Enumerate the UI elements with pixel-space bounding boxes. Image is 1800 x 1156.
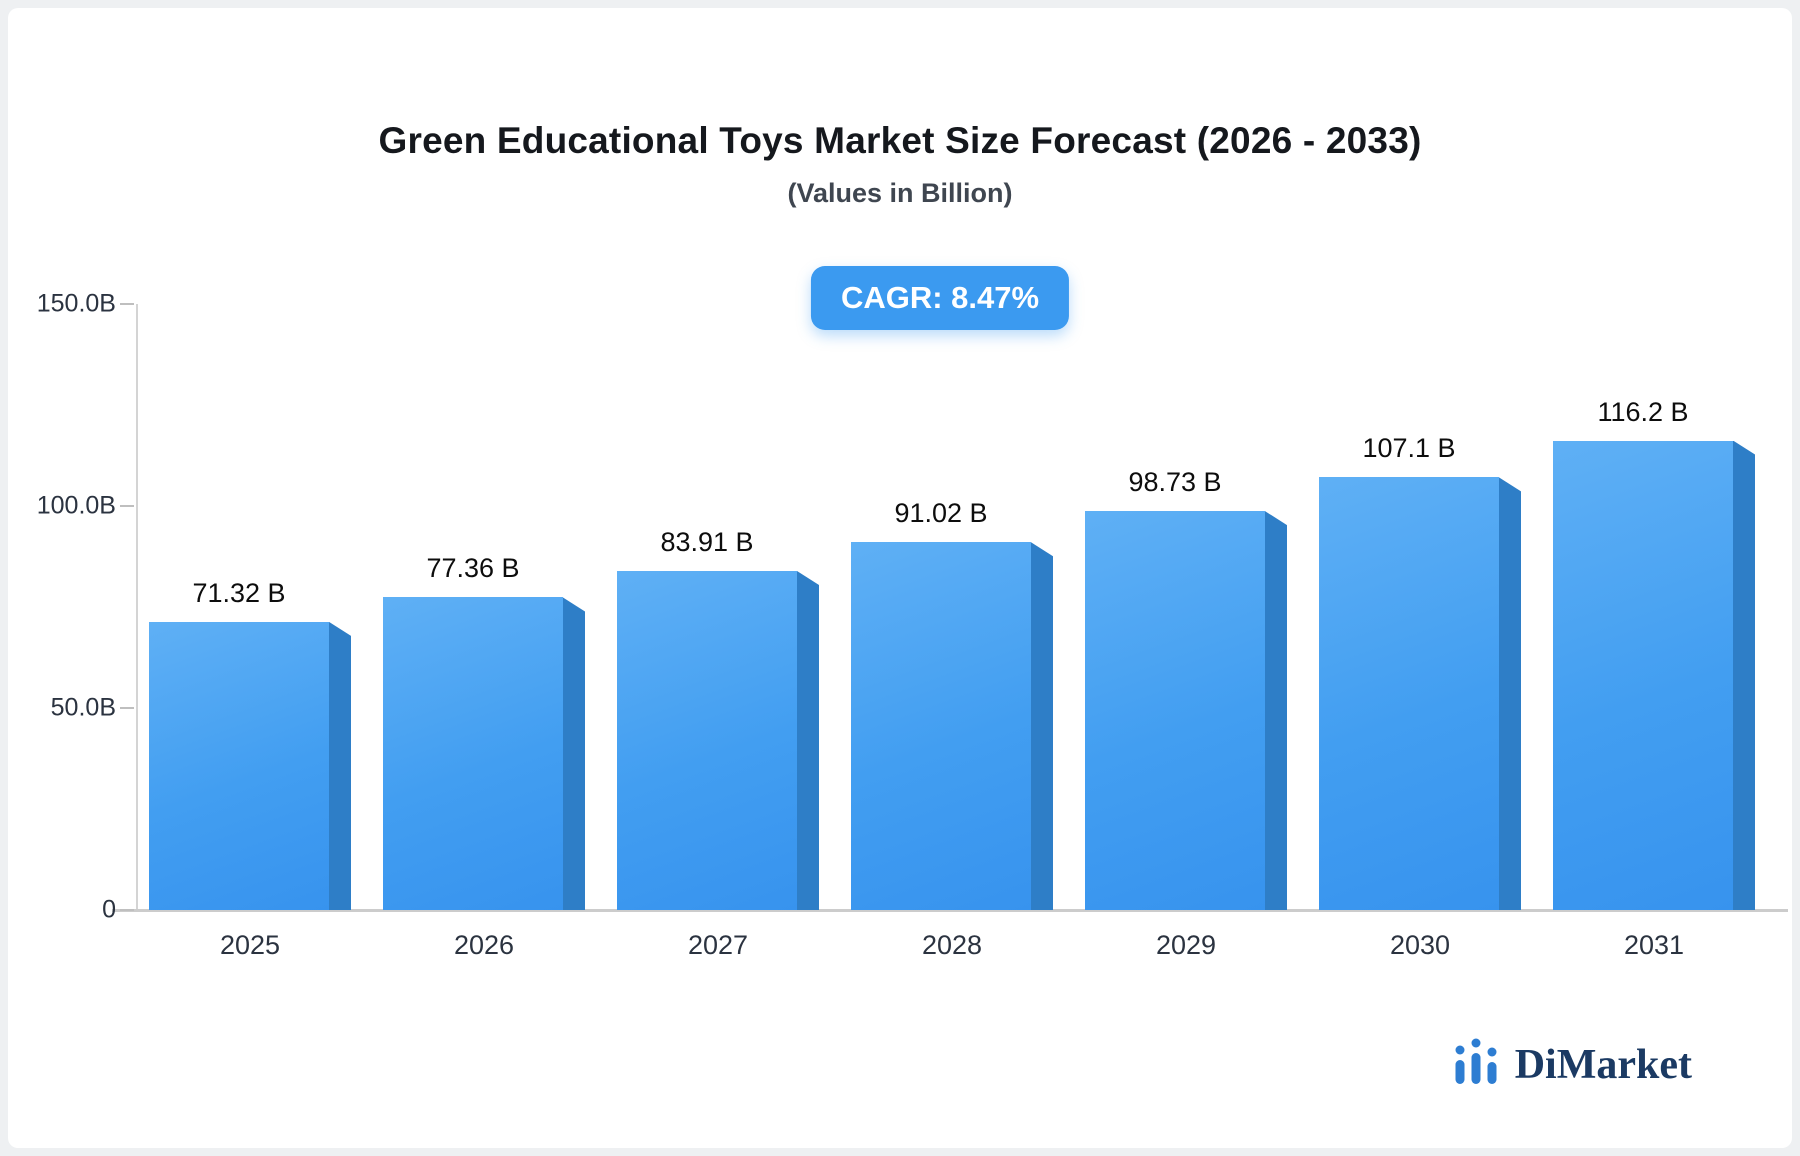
brand-logo-text: DiMarket xyxy=(1514,1042,1692,1088)
bar-value-label: 83.91 B xyxy=(660,527,754,557)
x-axis-line xyxy=(112,909,1788,912)
y-tick-mark xyxy=(120,303,134,305)
bar xyxy=(1085,511,1265,910)
bar xyxy=(617,571,797,910)
chart-subtitle: (Values in Billion) xyxy=(787,178,1013,208)
bar xyxy=(851,542,1031,910)
x-axis-category-label: 2025 xyxy=(219,930,281,960)
brand-logo: DiMarket xyxy=(1451,1036,1692,1086)
bar xyxy=(1553,440,1733,910)
y-tick-mark xyxy=(120,707,134,709)
bar-side-3d xyxy=(1733,440,1755,910)
bar xyxy=(1319,477,1499,910)
x-axis-category-label: 2030 xyxy=(1389,930,1451,960)
bar-side-3d xyxy=(1499,477,1521,910)
y-tick-mark xyxy=(120,505,134,507)
x-axis-category-label: 2026 xyxy=(453,930,515,960)
bar-chart-dots-icon xyxy=(1455,1038,1497,1084)
bar-side-3d xyxy=(563,597,585,910)
bar xyxy=(383,597,563,910)
bar-side-3d xyxy=(329,621,351,910)
y-tick-label: 0 xyxy=(102,895,116,924)
y-tick-label: 150.0B xyxy=(36,289,116,318)
y-axis-line xyxy=(136,304,138,911)
bar-value-label: 116.2 B xyxy=(1597,396,1689,427)
y-tick-label: 100.0B xyxy=(36,491,116,520)
bar-side-3d xyxy=(797,571,819,910)
chart-title: Green Educational Toys Market Size Forec… xyxy=(378,120,1422,161)
bar-value-label: 77.36 B xyxy=(426,553,520,584)
bar-value-label: 71.32 B xyxy=(192,577,286,608)
x-axis-category-label: 2028 xyxy=(921,930,983,960)
bar-value-label: 91.02 B xyxy=(894,498,988,529)
chart-card: Green Educational Toys Market Size Forec… xyxy=(8,8,1792,1148)
y-tick-mark xyxy=(120,909,134,911)
bar-side-3d xyxy=(1265,511,1287,910)
bar xyxy=(149,621,329,910)
x-axis-category-label: 2029 xyxy=(1155,930,1217,960)
x-axis-category-label: 2027 xyxy=(687,930,749,960)
bar-value-label: 107.1 B xyxy=(1362,433,1456,464)
y-tick-label: 50.0B xyxy=(50,693,116,722)
bar-side-3d xyxy=(1031,542,1053,910)
x-axis-category-label: 2031 xyxy=(1623,930,1685,960)
bar-value-label: 98.73 B xyxy=(1128,467,1222,498)
cagr-badge: CAGR: 8.47% xyxy=(810,266,1070,330)
